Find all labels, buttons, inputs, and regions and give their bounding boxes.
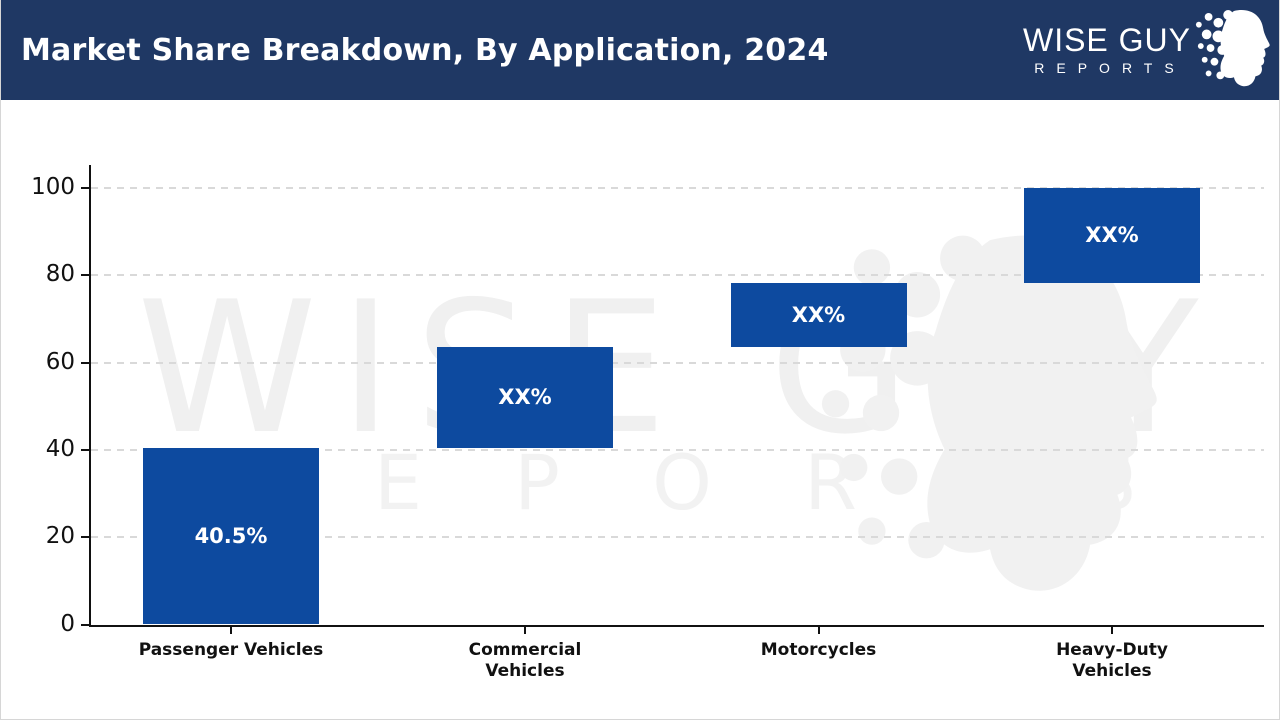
watermark-face-icon — [812, 235, 1157, 591]
bar-segment: XX% — [730, 282, 907, 348]
bar-value-label: XX% — [1085, 223, 1139, 248]
x-tick-mark — [817, 627, 820, 634]
bar-segment: 40.5% — [143, 447, 319, 625]
x-category-label-line: Commercial — [468, 640, 582, 660]
gridline-y80 — [91, 274, 1264, 277]
x-category-label: Heavy-Duty Vehicles — [1002, 640, 1222, 682]
bar-value-label: XX% — [498, 385, 552, 410]
gridline-y60 — [91, 361, 1264, 364]
x-category-label-line: Vehicles — [1072, 661, 1152, 681]
bar-segment: XX% — [1024, 187, 1200, 283]
bar-value-label: XX% — [791, 302, 846, 327]
brand-logo-text: WISE GUY REPORTS — [1022, 21, 1191, 77]
y-tick-mark — [81, 274, 89, 277]
x-tick-mark — [524, 627, 526, 634]
gridline-y100 — [91, 186, 1264, 189]
y-tick-label: 20 — [45, 523, 75, 550]
x-axis-line — [89, 625, 1264, 627]
x-category-label: Commercial Vehicles — [415, 640, 635, 682]
brand-subtitle: REPORTS — [1034, 60, 1186, 77]
x-category-label-line: Passenger Vehicles — [138, 640, 324, 660]
y-tick-mark — [81, 536, 89, 539]
logo-face-icon — [1195, 9, 1270, 87]
gridline-y20 — [91, 536, 1264, 539]
y-tick-mark — [81, 186, 89, 189]
y-tick-mark — [81, 448, 89, 451]
x-tick-mark — [230, 627, 232, 634]
y-axis-line — [89, 165, 91, 627]
bar-value-label: 40.5% — [194, 524, 268, 549]
bar-segment: XX% — [437, 347, 613, 448]
x-category-label-line: Vehicles — [485, 661, 565, 681]
page-title: Market Share Breakdown, By Application, … — [21, 32, 829, 68]
brand-name: WISE GUY — [1022, 21, 1191, 58]
y-tick-label: 80 — [45, 261, 75, 288]
x-category-label: Passenger Vehicles — [121, 640, 341, 661]
y-tick-label: 60 — [45, 348, 75, 375]
x-category-label: Motorcycles — [709, 640, 929, 661]
x-category-label-line: Motorcycles — [760, 640, 877, 660]
brand-logo: WISE GUY REPORTS — [1023, 7, 1271, 93]
y-tick-label: 100 — [31, 173, 75, 200]
gridline-y40 — [91, 448, 1264, 451]
y-tick-label: 40 — [45, 435, 75, 462]
header-bar: Market Share Breakdown, By Application, … — [1, 0, 1279, 100]
y-tick-mark — [81, 623, 89, 626]
y-tick-label: 0 — [60, 610, 75, 637]
y-tick-mark — [81, 361, 89, 364]
x-tick-mark — [1111, 627, 1113, 634]
x-category-label-line: Heavy-Duty — [1056, 640, 1168, 660]
